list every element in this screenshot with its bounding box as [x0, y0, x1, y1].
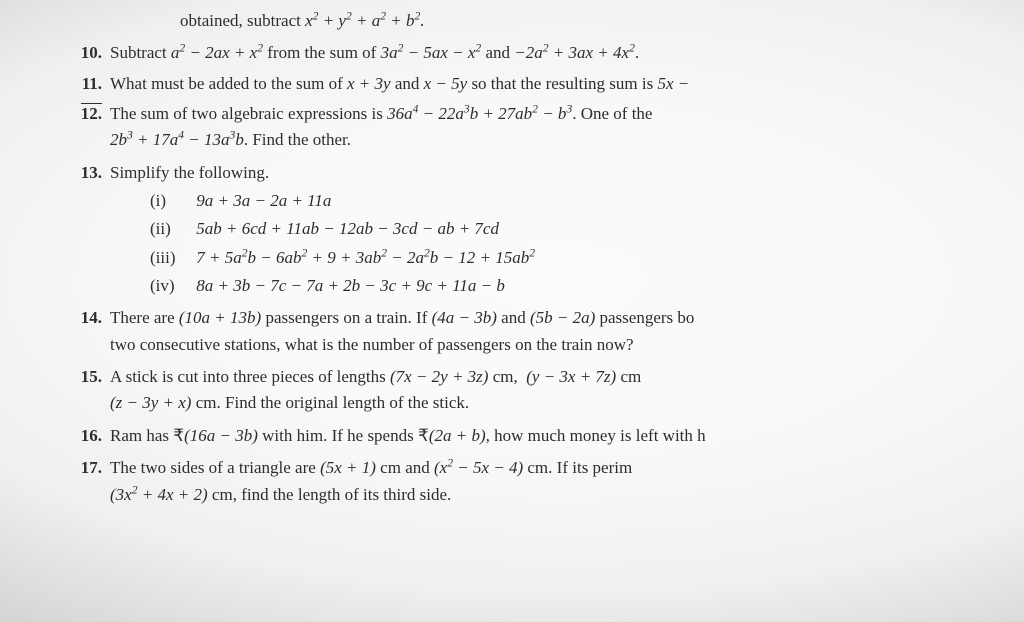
q13-item-2: (ii) 5ab + 6cd + 11ab − 12ab − 3cd − ab …: [0, 216, 1024, 242]
q17-and: and: [401, 458, 434, 477]
q12-body2: 2b3 + 17a4 − 13a3b. Find the other.: [110, 127, 1024, 153]
q13-iv-expr: 8a + 3b − 7c − 7a + 2b − 3c + 9c + 11a −…: [196, 276, 505, 295]
q9-fragment: obtained, subtract x2 + y2 + a2 + b2.: [0, 8, 1024, 34]
q17-number: 17.: [60, 455, 110, 481]
q12-l2: . Find the other.: [244, 130, 351, 149]
q12-line2: 2b3 + 17a4 − 13a3b. Find the other.: [0, 127, 1024, 153]
q13-iv-num: (iv): [150, 273, 192, 299]
q16-l1b: with him. If he spends: [258, 426, 418, 445]
q13-i-expr: 9a + 3a − 2a + 11a: [196, 191, 331, 210]
q16-e2: (2a + b): [429, 426, 486, 445]
q11-body: What must be added to the sum of x + 3y …: [110, 71, 1024, 97]
q14-e3: (5b − 2a): [530, 308, 595, 327]
q14-l1a: There are: [110, 308, 179, 327]
q15-l2: . Find the original length of the stick.: [217, 393, 470, 412]
q15-line1: 15. A stick is cut into three pieces of …: [0, 364, 1024, 390]
q13-i-num: (i): [150, 188, 192, 214]
q11-e3: 5x −: [657, 74, 689, 93]
q16-l1a: Ram has: [110, 426, 173, 445]
q11-e2: x − 5y: [424, 74, 468, 93]
q13-iii-expr: 7 + 5a2b − 6ab2 + 9 + 3ab2 − 2a2b − 12 +…: [196, 248, 535, 267]
q13-ii-expr: 5ab + 6cd + 11ab − 12ab − 3cd − ab + 7cd: [196, 219, 499, 238]
q17-l2: , find the length of its third side.: [233, 485, 452, 504]
q16-number: 16.: [60, 423, 110, 449]
q13-item-3: (iii) 7 + 5a2b − 6ab2 + 9 + 3ab2 − 2a2b …: [0, 245, 1024, 271]
q15-e1: (7x − 2y + 3z): [390, 367, 488, 386]
q15-body2: (z − 3y + x) cm. Find the original lengt…: [110, 390, 1024, 416]
q14-line2: two consecutive stations, what is the nu…: [0, 332, 1024, 358]
q17-e3: (3x2 + 4x + 2): [110, 485, 208, 504]
q17-body1: The two sides of a triangle are (5x + 1)…: [110, 455, 1024, 481]
q11: 11. What must be added to the sum of x +…: [0, 71, 1024, 97]
q10-body: Subtract a2 − 2ax + x2 from the sum of 3…: [110, 40, 1024, 66]
q14-l1c: passengers bo: [595, 308, 694, 327]
q10-e1: a2 − 2ax + x2: [171, 43, 263, 62]
q11-mid: so that the resulting sum is: [467, 74, 657, 93]
q13-number: 13.: [60, 160, 110, 186]
q17-l1a: The two sides of a triangle are: [110, 458, 320, 477]
q11-e1: x + 3y: [347, 74, 391, 93]
q14-line1: 14. There are (10a + 13b) passengers on …: [0, 305, 1024, 331]
q15-e2: (y − 3x + 7z): [526, 367, 616, 386]
q10-mid1: from the sum of: [263, 43, 381, 62]
q15-body1: A stick is cut into three pieces of leng…: [110, 364, 1024, 390]
q13-iii-num: (iii): [150, 245, 192, 271]
q14-body1: There are (10a + 13b) passengers on a tr…: [110, 305, 1024, 331]
q10-and: and: [481, 43, 514, 62]
rupee-icon: ₹: [173, 426, 184, 445]
q15-number: 15.: [60, 364, 110, 390]
q13-ii-num: (ii): [150, 216, 192, 242]
q17-l1b: . If its perim: [548, 458, 632, 477]
q9-expr: x2 + y2 + a2 + b2.: [305, 11, 424, 30]
q15-line2: (z − 3y + x) cm. Find the original lengt…: [0, 390, 1024, 416]
q15-l1a: A stick is cut into three pieces of leng…: [110, 367, 390, 386]
q9-prefix: obtained, subtract: [180, 11, 305, 30]
q12-l1b: . One of the: [572, 104, 652, 123]
q13-item-1: (i) 9a + 3a − 2a + 11a: [0, 188, 1024, 214]
q16-l1c: , how much money is left with h: [486, 426, 706, 445]
q10-number: 10.: [60, 40, 110, 66]
q12-body1: The sum of two algebraic expressions is …: [110, 101, 1024, 127]
q14-l1b: passengers on a train. If: [261, 308, 431, 327]
rupee-icon-2: ₹: [418, 426, 429, 445]
q17-e2: (x2 − 5x − 4): [434, 458, 523, 477]
q10-e3: −2a2 + 3ax + 4x2: [514, 43, 635, 62]
q10-e2: 3a2 − 5ax − x2: [381, 43, 482, 62]
q13-body: Simplify the following.: [110, 160, 1024, 186]
q11-prefix: What must be added to the sum of: [110, 74, 347, 93]
q12-e2: 2b3 + 17a4 − 13a3b: [110, 130, 244, 149]
q12-e1: 36a4 − 22a3b + 27ab2 − b3: [387, 104, 572, 123]
q10-prefix: Subtract: [110, 43, 171, 62]
q10-suffix: .: [635, 43, 639, 62]
q17-line2: (3x2 + 4x + 2) cm, find the length of it…: [0, 482, 1024, 508]
q10: 10. Subtract a2 − 2ax + x2 from the sum …: [0, 40, 1024, 66]
q14-e1: (10a + 13b): [179, 308, 261, 327]
q11-number: 11.: [60, 71, 110, 97]
textbook-page: obtained, subtract x2 + y2 + a2 + b2. 10…: [0, 0, 1024, 622]
q12-l1a: The sum of two algebraic expressions is: [110, 104, 387, 123]
q16-body: Ram has ₹(16a − 3b) with him. If he spen…: [110, 423, 1024, 449]
q14-and: and: [497, 308, 530, 327]
q12-number: 12.: [60, 101, 110, 127]
q13-head: 13. Simplify the following.: [0, 160, 1024, 186]
q14-body2: two consecutive stations, what is the nu…: [110, 332, 1024, 358]
q17-line1: 17. The two sides of a triangle are (5x …: [0, 455, 1024, 481]
q11-and: and: [391, 74, 424, 93]
q13-item-4: (iv) 8a + 3b − 7c − 7a + 2b − 3c + 9c + …: [0, 273, 1024, 299]
q17-body2: (3x2 + 4x + 2) cm, find the length of it…: [110, 482, 1024, 508]
q15-e3: (z − 3y + x): [110, 393, 191, 412]
q12-line1: 12. The sum of two algebraic expressions…: [0, 101, 1024, 127]
q17-e1: (5x + 1): [320, 458, 376, 477]
q16: 16. Ram has ₹(16a − 3b) with him. If he …: [0, 423, 1024, 449]
q14-e2: (4a − 3b): [432, 308, 497, 327]
q16-e1: (16a − 3b): [184, 426, 258, 445]
q14-number: 14.: [60, 305, 110, 331]
